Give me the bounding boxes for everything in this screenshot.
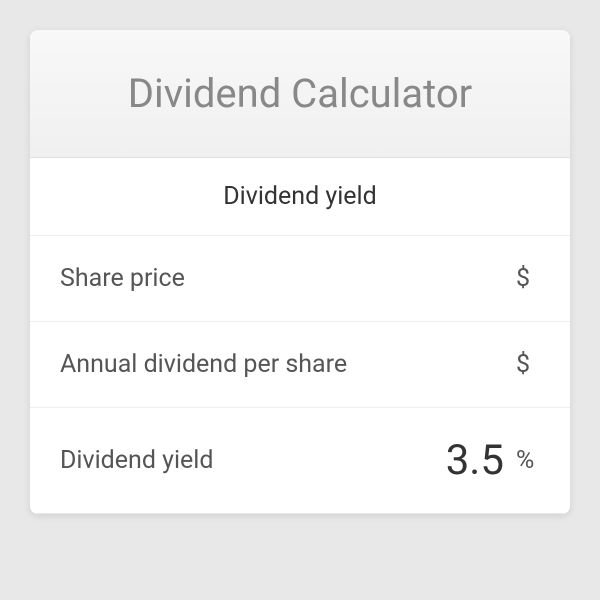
dividend-yield-value-group: 3.5 % <box>444 436 540 485</box>
share-price-label: Share price <box>60 264 185 293</box>
dividend-yield-label: Dividend yield <box>60 446 213 475</box>
annual-dividend-value-group: $ <box>504 350 540 379</box>
section-title: Dividend yield <box>30 158 570 235</box>
dividend-yield-section: Dividend yield Share price $ Annual divi… <box>30 158 570 514</box>
card-header: Dividend Calculator <box>30 30 570 158</box>
annual-dividend-label: Annual dividend per share <box>60 350 347 379</box>
dividend-yield-unit: % <box>516 446 540 475</box>
annual-dividend-unit: $ <box>516 350 540 379</box>
share-price-row: Share price $ <box>30 235 570 321</box>
annual-dividend-row: Annual dividend per share $ <box>30 321 570 407</box>
dividend-yield-row: Dividend yield 3.5 % <box>30 407 570 513</box>
share-price-value-group: $ <box>504 264 540 293</box>
calculator-card: Dividend Calculator Dividend yield Share… <box>30 30 570 514</box>
page-title: Dividend Calculator <box>50 70 550 117</box>
share-price-unit: $ <box>516 264 540 293</box>
dividend-yield-value[interactable]: 3.5 <box>444 436 504 485</box>
